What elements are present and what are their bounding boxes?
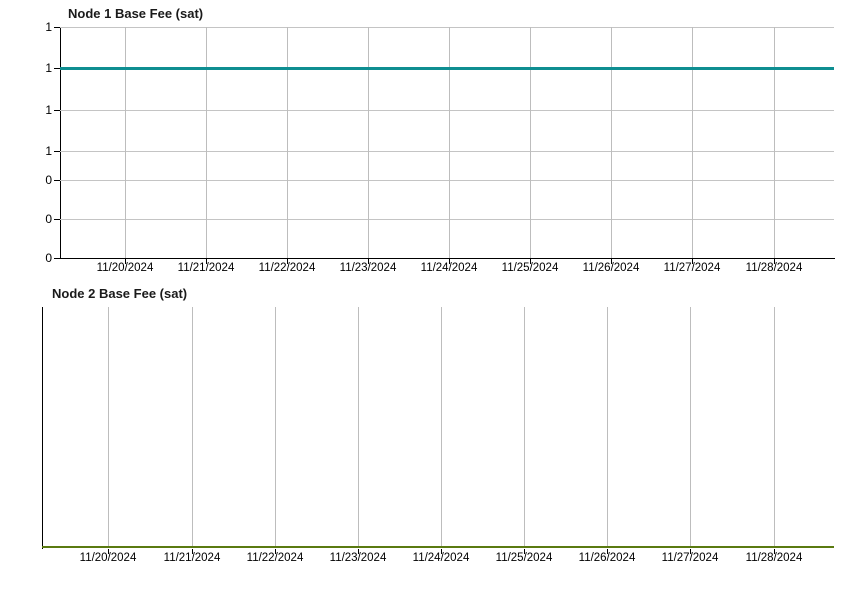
y-tick-label: 0 <box>45 212 52 226</box>
x-tick-mark <box>607 549 608 554</box>
x-tick-mark <box>774 549 775 554</box>
y-tick-label: 1 <box>45 20 52 34</box>
x-tick-label: 11/26/2024 <box>582 262 640 274</box>
x-tick-mark <box>358 549 359 554</box>
x-tick-label: 11/26/2024 <box>578 552 636 564</box>
y-tick-mark <box>54 180 60 181</box>
gridline-horizontal <box>60 27 834 28</box>
gridline-vertical <box>441 307 442 548</box>
x-tick-label: 11/25/2024 <box>501 262 559 274</box>
x-tick-label: 11/24/2024 <box>412 552 470 564</box>
x-tick-label: 11/22/2024 <box>246 552 304 564</box>
chart-1-plot-area <box>60 27 834 258</box>
x-tick-label: 11/25/2024 <box>495 552 553 564</box>
x-tick-label: 11/28/2024 <box>745 552 803 564</box>
y-tick-label: 0 <box>45 251 52 265</box>
x-tick-label: 11/22/2024 <box>258 262 316 274</box>
chart-1-x-axis-line <box>60 258 835 259</box>
y-tick-mark <box>54 27 60 28</box>
gridline-vertical <box>611 27 612 258</box>
x-tick-mark <box>441 549 442 554</box>
x-tick-label: 11/21/2024 <box>163 552 221 564</box>
x-tick-label: 11/21/2024 <box>177 262 235 274</box>
gridline-vertical <box>449 27 450 258</box>
y-tick-label: 0 <box>45 173 52 187</box>
y-tick-label: 1 <box>45 103 52 117</box>
x-tick-label: 11/27/2024 <box>663 262 721 274</box>
gridline-vertical <box>530 27 531 258</box>
x-tick-mark <box>692 259 693 264</box>
chart-2-series-line <box>42 546 834 548</box>
gridline-horizontal <box>60 180 834 181</box>
gridline-vertical <box>607 307 608 548</box>
gridline-horizontal <box>60 110 834 111</box>
y-tick-label: 1 <box>45 61 52 75</box>
gridline-vertical <box>108 307 109 548</box>
x-tick-mark <box>206 259 207 264</box>
chart-1-y-axis-labels: 1 1 1 1 0 0 0 <box>8 0 52 285</box>
y-tick-mark <box>54 258 60 259</box>
chart-1-title: Node 1 Base Fee (sat) <box>68 6 204 21</box>
x-tick-mark <box>530 259 531 264</box>
y-tick-mark <box>54 151 60 152</box>
x-tick-mark <box>774 259 775 264</box>
chart-1-y-axis-line <box>60 27 61 259</box>
x-tick-label: 11/20/2024 <box>79 552 137 564</box>
x-tick-label: 11/23/2024 <box>339 262 397 274</box>
x-tick-mark <box>690 549 691 554</box>
gridline-horizontal <box>60 219 834 220</box>
gridline-horizontal <box>60 151 834 152</box>
y-tick-mark <box>54 219 60 220</box>
x-tick-mark <box>611 259 612 264</box>
gridline-vertical <box>206 27 207 258</box>
gridline-vertical <box>192 307 193 548</box>
x-tick-mark <box>449 259 450 264</box>
x-tick-mark <box>524 549 525 554</box>
chart-1-series-line <box>60 67 834 70</box>
y-tick-mark <box>54 110 60 111</box>
x-tick-label: 11/24/2024 <box>420 262 478 274</box>
y-tick-mark <box>54 68 60 69</box>
x-tick-label: 11/20/2024 <box>96 262 154 274</box>
gridline-vertical <box>774 307 775 548</box>
chart-2-y-axis-line <box>42 307 43 549</box>
gridline-vertical <box>287 27 288 258</box>
x-tick-mark <box>108 549 109 554</box>
chart-2-plot-area <box>42 307 834 548</box>
x-tick-mark <box>275 549 276 554</box>
x-tick-mark <box>368 259 369 264</box>
y-tick-label: 1 <box>45 144 52 158</box>
chart-2-title: Node 2 Base Fee (sat) <box>52 286 188 301</box>
gridline-vertical <box>275 307 276 548</box>
gridline-vertical <box>524 307 525 548</box>
gridline-vertical <box>690 307 691 548</box>
gridline-vertical <box>358 307 359 548</box>
chart-node-2-base-fee: Node 2 Base Fee (sat) 11/20/2024 11/21/2… <box>42 286 834 564</box>
x-tick-label: 11/28/2024 <box>745 262 803 274</box>
x-tick-mark <box>287 259 288 264</box>
gridline-vertical <box>692 27 693 258</box>
gridline-vertical <box>125 27 126 258</box>
gridline-vertical <box>774 27 775 258</box>
x-tick-mark <box>192 549 193 554</box>
x-tick-label: 11/23/2024 <box>329 552 387 564</box>
x-tick-label: 11/27/2024 <box>661 552 719 564</box>
x-tick-mark <box>125 259 126 264</box>
gridline-vertical <box>368 27 369 258</box>
chart-node-1-base-fee: Node 1 Base Fee (sat) 1 1 1 1 0 0 0 <box>0 0 860 285</box>
